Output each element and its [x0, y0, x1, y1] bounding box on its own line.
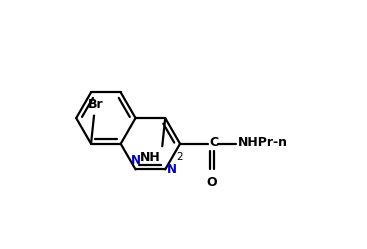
Text: N: N	[131, 154, 141, 168]
Text: Br: Br	[88, 98, 104, 111]
Text: O: O	[206, 176, 217, 189]
Text: NHPr-n: NHPr-n	[238, 136, 288, 149]
Text: C: C	[209, 136, 218, 149]
Text: N: N	[167, 163, 177, 176]
Text: NH: NH	[139, 151, 160, 164]
Text: 2: 2	[176, 152, 183, 162]
